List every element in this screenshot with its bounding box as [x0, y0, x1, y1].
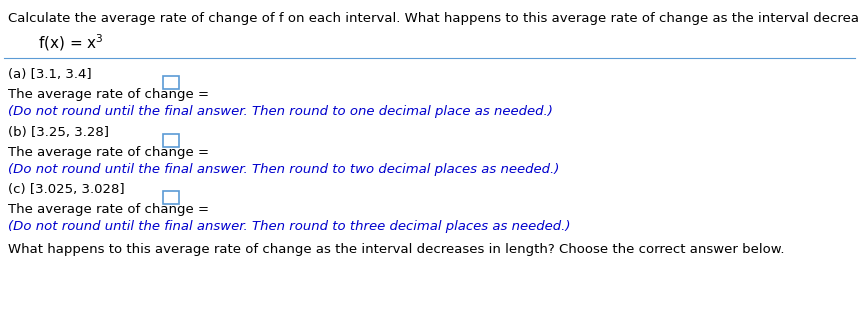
Text: The average rate of change =: The average rate of change = — [8, 146, 214, 159]
FancyBboxPatch shape — [163, 191, 179, 204]
FancyBboxPatch shape — [163, 76, 179, 89]
Text: (Do not round until the final answer. Then round to one decimal place as needed.: (Do not round until the final answer. Th… — [8, 105, 553, 118]
FancyBboxPatch shape — [163, 134, 179, 147]
Text: What happens to this average rate of change as the interval decreases in length?: What happens to this average rate of cha… — [8, 243, 784, 256]
Text: (Do not round until the final answer. Then round to three decimal places as need: (Do not round until the final answer. Th… — [8, 220, 571, 233]
Text: (a) [3.1, 3.4]: (a) [3.1, 3.4] — [8, 68, 92, 81]
Text: (c) [3.025, 3.028]: (c) [3.025, 3.028] — [8, 183, 124, 196]
Text: f(x) = x$^{3}$: f(x) = x$^{3}$ — [38, 32, 104, 53]
Text: (b) [3.25, 3.28]: (b) [3.25, 3.28] — [8, 126, 109, 139]
Text: The average rate of change =: The average rate of change = — [8, 88, 214, 101]
Text: The average rate of change =: The average rate of change = — [8, 203, 214, 216]
Text: Calculate the average rate of change of f on each interval. What happens to this: Calculate the average rate of change of … — [8, 12, 858, 25]
Text: (Do not round until the final answer. Then round to two decimal places as needed: (Do not round until the final answer. Th… — [8, 163, 559, 176]
